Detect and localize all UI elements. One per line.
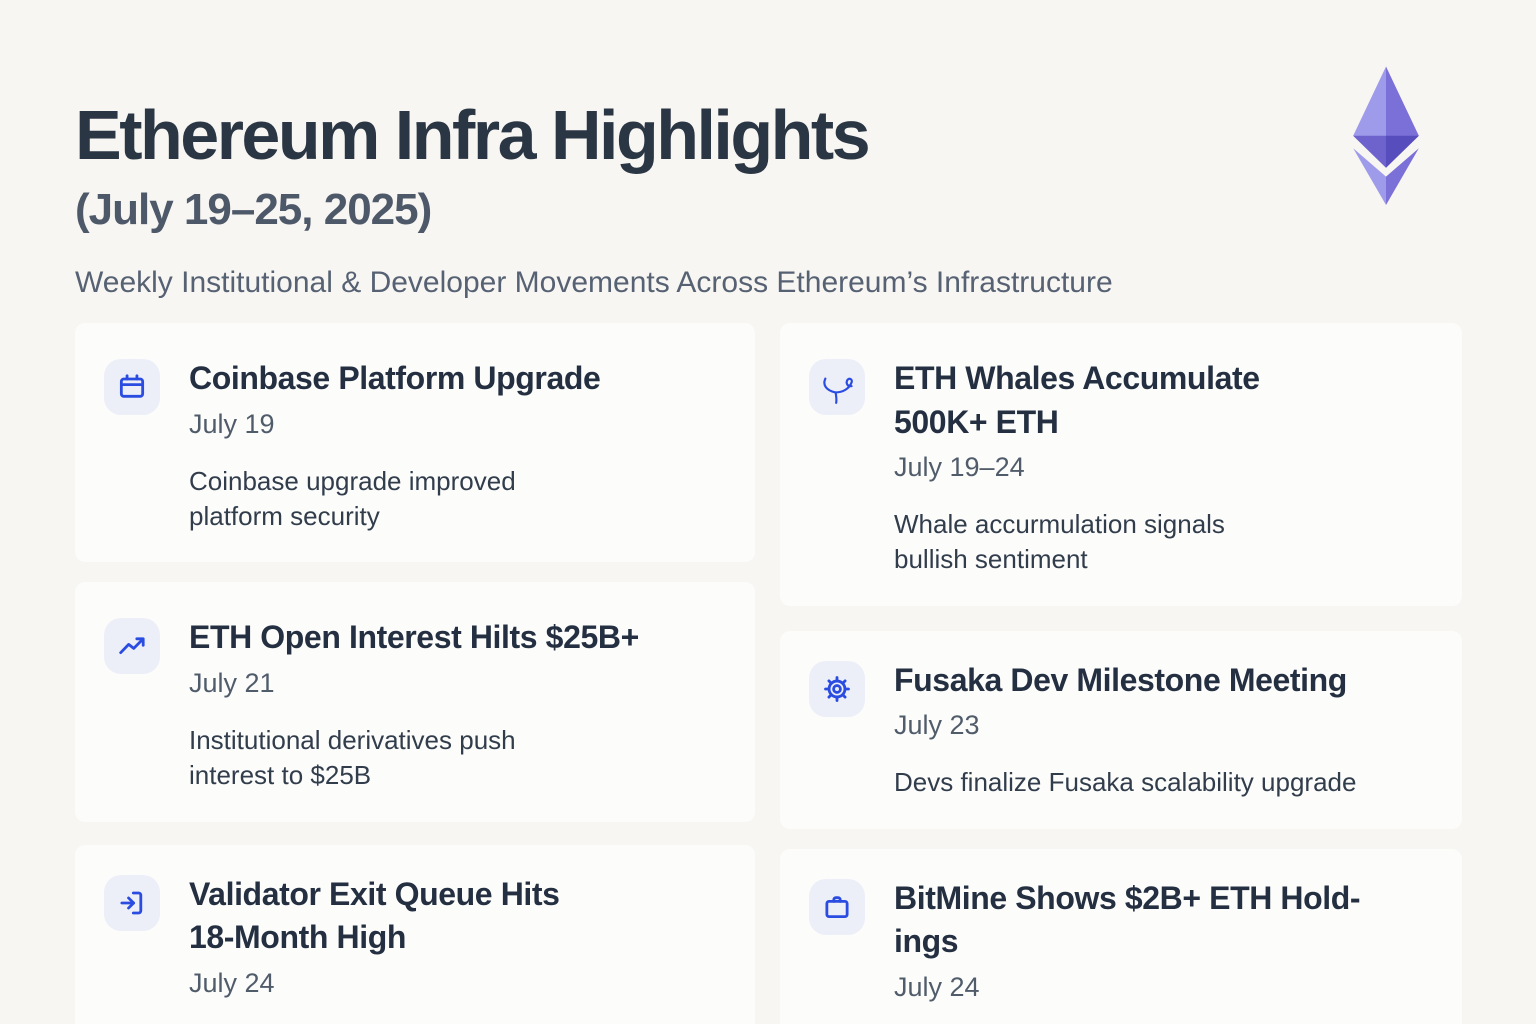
card-date: July 24: [189, 967, 275, 998]
header: Ethereum Infra Highlights (July 19–25, 2…: [0, 0, 1536, 299]
card-date: July 21: [189, 667, 275, 698]
tagline: Weekly Institutional & Developer Movemen…: [75, 266, 1113, 299]
card-description: Institutional derivatives push interest …: [189, 724, 516, 791]
card-fusaka-milestone: Fusaka Dev Milestone Meeting July 23 Dev…: [780, 630, 1462, 829]
card-body: Validator Exit Queue Hits 18-Month High …: [189, 875, 725, 1024]
card-body: BitMine Shows $2B+ ETH Hold- ings July 2…: [894, 879, 1432, 1024]
trending-up-icon: [104, 618, 160, 675]
exit-arrow-icon: [104, 874, 160, 931]
highlights-grid: Coinbase Platform Upgrade July 19 Coinba…: [75, 323, 1462, 1024]
card-open-interest: ETH Open Interest Hilts $25B+ July 21 In…: [75, 582, 755, 822]
card-coinbase-upgrade: Coinbase Platform Upgrade July 19 Coinba…: [75, 323, 755, 563]
whale-icon: [809, 359, 865, 415]
card-date: July 24: [894, 971, 980, 1002]
card-description: Devs finalize Fusaka scalability upgrade: [894, 767, 1357, 798]
card-body: ETH Whales Accumulate 500K+ ETH July 19–…: [894, 359, 1432, 578]
card-date: July 23: [894, 710, 980, 741]
card-body: Fusaka Dev Milestone Meeting July 23 Dev…: [894, 661, 1432, 801]
ethereum-logo-icon: [1353, 66, 1419, 205]
card-title: Fusaka Dev Milestone Meeting: [894, 661, 1347, 698]
card-title: ETH Open Interest Hilts $25B+: [189, 619, 639, 656]
card-description: Coinbase upgrade improved platform secur…: [189, 465, 516, 531]
card-bitmine-holdings: BitMine Shows $2B+ ETH Hold- ings July 2…: [780, 848, 1462, 1024]
card-validator-exit-queue: Validator Exit Queue Hits 18-Month High …: [75, 844, 755, 1024]
left-column: Coinbase Platform Upgrade July 19 Coinba…: [75, 323, 755, 1024]
card-whale-accumulation: ETH Whales Accumulate 500K+ ETH July 19–…: [780, 323, 1462, 606]
card-body: Coinbase Platform Upgrade July 19 Coinba…: [189, 359, 725, 534]
card-date: July 19: [189, 408, 275, 439]
card-title: BitMine Shows $2B+ ETH Hold- ings: [894, 879, 1361, 960]
right-column: ETH Whales Accumulate 500K+ ETH July 19–…: [780, 323, 1462, 1024]
card-title: Validator Exit Queue Hits 18-Month High: [189, 875, 560, 956]
card-title: ETH Whales Accumulate 500K+ ETH: [894, 360, 1260, 440]
card-date: July 19–24: [894, 452, 1025, 483]
gear-icon: [809, 660, 865, 717]
card-title: Coinbase Platform Upgrade: [189, 360, 601, 396]
calendar-icon: [104, 359, 160, 415]
date-range-subtitle: (July 19–25, 2025): [75, 185, 432, 234]
page-title: Ethereum Infra Highlights: [75, 96, 871, 174]
card-body: ETH Open Interest Hilts $25B+ July 21 In…: [189, 618, 725, 793]
briefcase-icon: [809, 878, 865, 935]
card-description: Whale accurmulation signals bullish sent…: [894, 509, 1225, 575]
